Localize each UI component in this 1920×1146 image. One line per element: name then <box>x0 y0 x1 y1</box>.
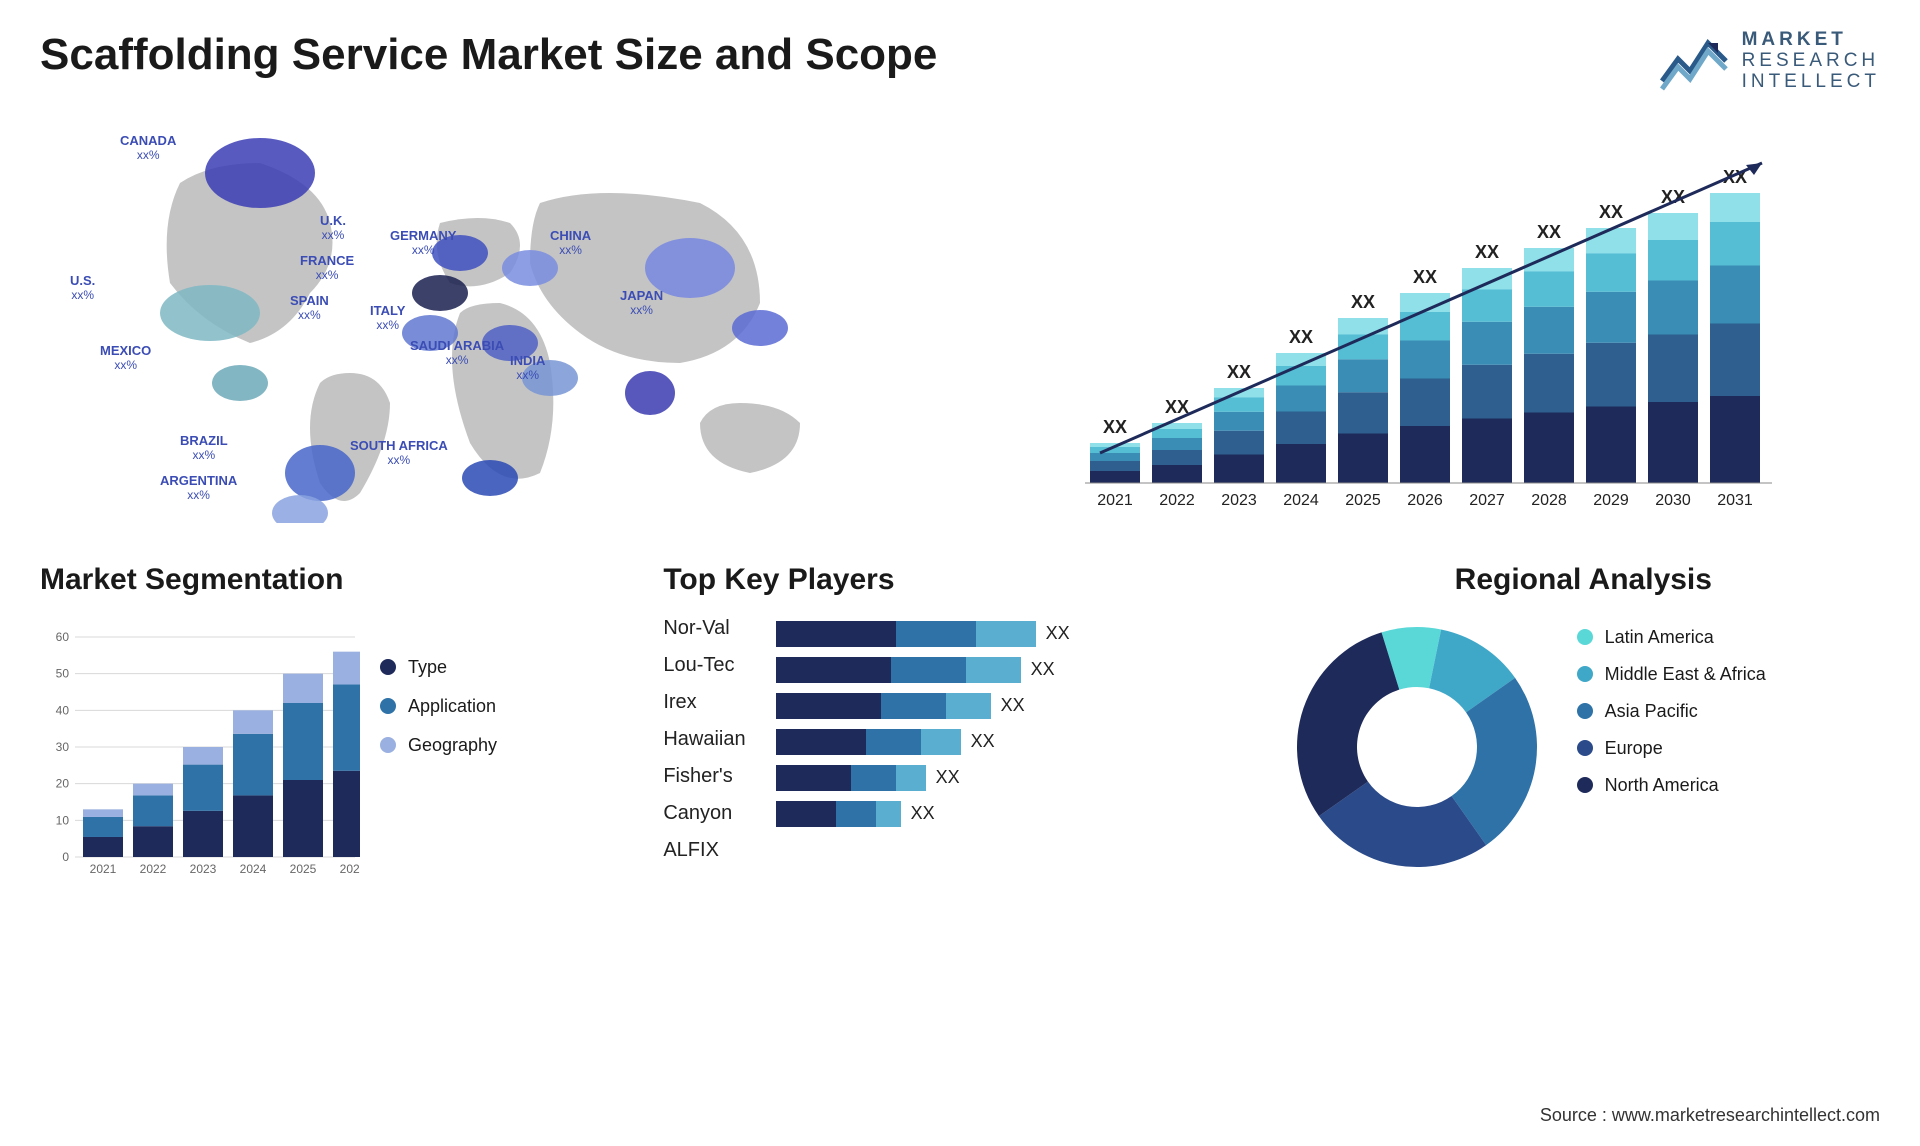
svg-text:0: 0 <box>62 850 69 864</box>
regional-legend: Latin America Middle East & Africa Asia Pa… <box>1577 617 1766 796</box>
key-player-irex: Irex <box>663 691 745 714</box>
svg-text:20: 20 <box>56 776 70 790</box>
key-players-list: Nor-Val Lou-Tec Irex Hawaiian Fisher's Canyon… <box>663 617 745 862</box>
key-player-lou-tec: Lou-Tec <box>663 654 745 677</box>
seg-legend-application: Application <box>380 696 497 717</box>
world-map-panel: CANADAxx% U.S.xx% MEXICOxx% BRAZILxx% ARGENT… <box>40 123 940 523</box>
key-player-hawaiian: Hawaiian <box>663 728 745 751</box>
segmentation-wrap: 0 10 20 30 40 50 60 2021 2022 2023 2024 2025 2026 Ty… <box>40 617 633 877</box>
logo-line3: INTELLECT <box>1742 72 1880 93</box>
regional-title: Regional Analysis <box>1287 563 1880 597</box>
svg-text:2027: 2027 <box>1469 492 1505 509</box>
kp-bar-row: XX <box>776 657 1257 683</box>
map-label-france: FRANCExx% <box>300 253 354 283</box>
map-label-brazil: BRAZILxx% <box>180 433 228 463</box>
svg-text:2028: 2028 <box>1531 492 1567 509</box>
svg-text:2023: 2023 <box>1221 492 1257 509</box>
kp-bar-row: XX <box>776 621 1257 647</box>
regional-donut <box>1287 617 1547 877</box>
map-label-u-k-: U.K.xx% <box>320 213 346 243</box>
map-label-china: CHINAxx% <box>550 228 591 258</box>
svg-text:50: 50 <box>56 666 70 680</box>
map-label-saudi-arabia: SAUDI ARABIAxx% <box>410 338 504 368</box>
svg-text:2031: 2031 <box>1717 492 1753 509</box>
regional-wrap: Latin America Middle East & Africa Asia Pa… <box>1287 617 1880 877</box>
top-row: CANADAxx% U.S.xx% MEXICOxx% BRAZILxx% ARGENT… <box>40 123 1880 523</box>
segmentation-chart: 0 10 20 30 40 50 60 2021 2022 2023 2024 2025 2026 <box>40 617 360 877</box>
svg-text:2022: 2022 <box>140 862 167 876</box>
seg-legend-type: Type <box>380 657 497 678</box>
svg-text:2029: 2029 <box>1593 492 1629 509</box>
map-label-italy: ITALYxx% <box>370 303 405 333</box>
key-players-bars: XX XX XX XX XX XX <box>776 617 1257 862</box>
svg-text:2023: 2023 <box>190 862 217 876</box>
svg-text:2021: 2021 <box>1097 492 1133 509</box>
svg-text:30: 30 <box>56 740 70 754</box>
main-chart-panel: XX 2021 XX 2022 XX 2023 XX 2024 XX 2025 XX 2026 XX 20… <box>980 123 1880 523</box>
bottom-row: Market Segmentation 0 10 20 30 40 50 60 2021 202… <box>40 563 1880 877</box>
seg-legend-geography: Geography <box>380 735 497 756</box>
logo-icon <box>1660 31 1730 91</box>
svg-text:XX: XX <box>1103 417 1127 437</box>
world-map <box>40 123 940 523</box>
main-chart: XX 2021 XX 2022 XX 2023 XX 2024 XX 2025 XX 2026 XX 20… <box>980 123 1880 523</box>
key-player-nor-val: Nor-Val <box>663 617 745 640</box>
svg-text:XX: XX <box>1413 267 1437 287</box>
regional-panel: Regional Analysis Latin America Middle Ea… <box>1287 563 1880 877</box>
map-label-mexico: MEXICOxx% <box>100 343 151 373</box>
map-label-south-africa: SOUTH AFRICAxx% <box>350 438 448 468</box>
map-label-u-s-: U.S.xx% <box>70 273 95 303</box>
key-players-wrap: Nor-Val Lou-Tec Irex Hawaiian Fisher's Canyon… <box>663 617 1256 862</box>
logo-line2: RESEARCH <box>1742 51 1880 72</box>
region-legend-asia-pacific: Asia Pacific <box>1577 701 1766 722</box>
svg-text:2030: 2030 <box>1655 492 1691 509</box>
svg-text:2024: 2024 <box>1283 492 1319 509</box>
map-label-germany: GERMANYxx% <box>390 228 456 258</box>
key-players-panel: Top Key Players Nor-Val Lou-Tec Irex Hawaii… <box>663 563 1256 877</box>
svg-text:XX: XX <box>1599 202 1623 222</box>
header: Scaffolding Service Market Size and Scop… <box>40 30 1880 93</box>
region-legend-north-america: North America <box>1577 775 1766 796</box>
map-label-spain: SPAINxx% <box>290 293 329 323</box>
svg-text:2026: 2026 <box>1407 492 1443 509</box>
key-player-alfix: ALFIX <box>663 839 745 862</box>
svg-text:2025: 2025 <box>290 862 317 876</box>
svg-text:XX: XX <box>1351 292 1375 312</box>
logo: MARKET RESEARCH INTELLECT <box>1660 30 1880 93</box>
svg-text:XX: XX <box>1475 242 1499 262</box>
svg-text:XX: XX <box>1537 222 1561 242</box>
logo-line1: MARKET <box>1742 30 1880 51</box>
svg-text:10: 10 <box>56 813 70 827</box>
region-legend-europe: Europe <box>1577 738 1766 759</box>
key-player-fisher-s: Fisher's <box>663 765 745 788</box>
svg-text:2024: 2024 <box>240 862 267 876</box>
svg-text:40: 40 <box>56 703 70 717</box>
region-legend-middle-east-africa: Middle East & Africa <box>1577 664 1766 685</box>
kp-bar-row: XX <box>776 693 1257 719</box>
logo-text: MARKET RESEARCH INTELLECT <box>1742 30 1880 93</box>
svg-text:XX: XX <box>1227 362 1251 382</box>
source-text: Source : www.marketresearchintellect.com <box>1540 1105 1880 1126</box>
map-label-india: INDIAxx% <box>510 353 545 383</box>
svg-text:XX: XX <box>1289 327 1313 347</box>
segmentation-legend: Type Application Geography <box>380 617 497 877</box>
kp-bar-row: XX <box>776 729 1257 755</box>
segmentation-title: Market Segmentation <box>40 563 633 597</box>
page-title: Scaffolding Service Market Size and Scop… <box>40 30 937 80</box>
svg-text:2021: 2021 <box>90 862 117 876</box>
key-player-canyon: Canyon <box>663 802 745 825</box>
svg-text:2025: 2025 <box>1345 492 1381 509</box>
map-label-canada: CANADAxx% <box>120 133 176 163</box>
map-label-japan: JAPANxx% <box>620 288 663 318</box>
svg-text:2026: 2026 <box>340 862 360 876</box>
segmentation-panel: Market Segmentation 0 10 20 30 40 50 60 2021 202… <box>40 563 633 877</box>
svg-text:2022: 2022 <box>1159 492 1195 509</box>
map-label-argentina: ARGENTINAxx% <box>160 473 237 503</box>
svg-text:60: 60 <box>56 630 70 644</box>
key-players-title: Top Key Players <box>663 563 1256 597</box>
kp-bar-row: XX <box>776 765 1257 791</box>
region-legend-latin-america: Latin America <box>1577 627 1766 648</box>
kp-bar-row: XX <box>776 801 1257 827</box>
